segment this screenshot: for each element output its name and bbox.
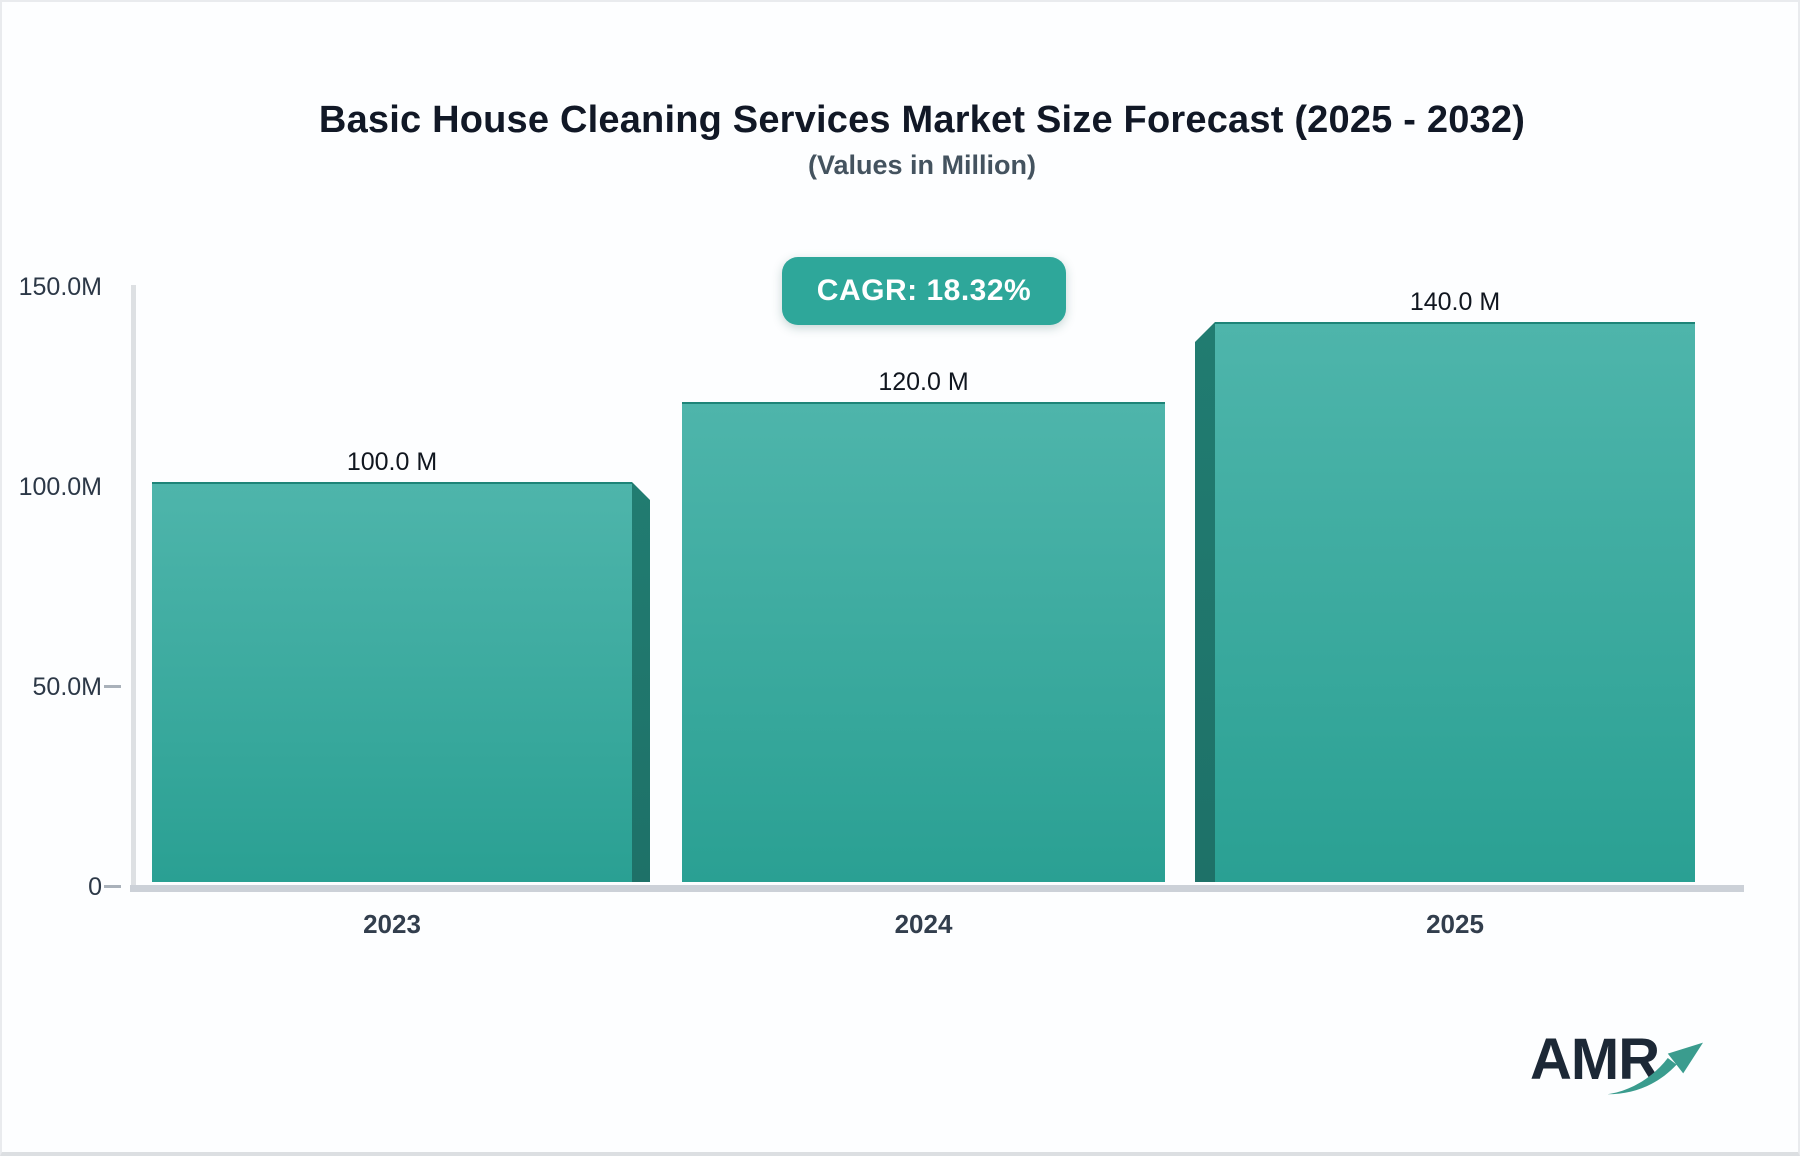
y-axis-label-50.0M: 50.0M bbox=[32, 673, 102, 701]
x-axis-baseline bbox=[130, 885, 1744, 892]
x-axis-label-2024: 2024 bbox=[894, 909, 953, 939]
bar-value-label-2025: 140.0 M bbox=[1409, 288, 1501, 316]
y-axis-label-0: 0 bbox=[88, 873, 102, 901]
bar-face-2024[interactable] bbox=[682, 402, 1165, 882]
y-axis-tick bbox=[104, 685, 121, 688]
y-axis-label-100.0M: 100.0M bbox=[18, 473, 102, 501]
x-axis-label-2025: 2025 bbox=[1426, 909, 1484, 939]
bar-side-2023 bbox=[632, 482, 650, 882]
chart-title: Basic House Cleaning Services Market Siz… bbox=[318, 99, 1526, 141]
bar-value-label-2024: 120.0 M bbox=[878, 368, 969, 396]
cagr-badge-label: CAGR: 18.32% bbox=[816, 274, 1032, 307]
bar-face-2025[interactable] bbox=[1215, 322, 1695, 882]
x-axis-label-2023: 2023 bbox=[363, 909, 421, 939]
chart-subtitle: (Values in Million) bbox=[807, 150, 1037, 180]
y-axis-line bbox=[131, 285, 136, 892]
y-axis-tick bbox=[104, 885, 121, 888]
bar-side-2025 bbox=[1195, 322, 1215, 882]
bar-face-2023[interactable] bbox=[152, 482, 632, 882]
amr-logo-text: AMR bbox=[1530, 1027, 1660, 1092]
growth-arrow-icon bbox=[1607, 1042, 1703, 1095]
y-axis-label-150.0M: 150.0M bbox=[18, 273, 102, 301]
cagr-badge: CAGR: 18.32% bbox=[782, 257, 1066, 325]
amr-logo: AMR bbox=[1530, 1030, 1720, 1120]
bar-value-label-2023: 100.0 M bbox=[346, 448, 438, 476]
